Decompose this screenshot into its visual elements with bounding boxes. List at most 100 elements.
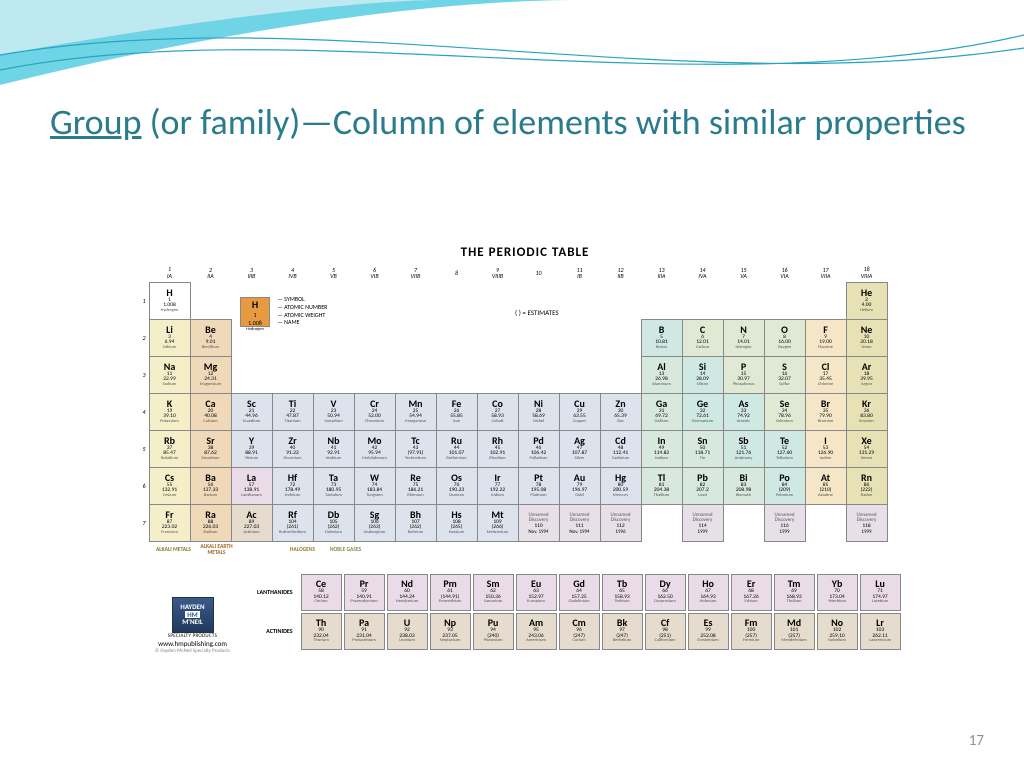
element-cell: Sb51121.76Antimony <box>723 430 764 467</box>
element-cell: As3374.92Arsenic <box>723 393 764 430</box>
element-cell: In49114.82Indium <box>641 430 682 467</box>
element-cell: Rb3785.47Rubidium <box>149 430 190 467</box>
group-header: 11IB <box>559 264 600 282</box>
element-cell: Eu63152.97Europium <box>516 574 557 611</box>
element-cell: Pd46106.42Palladium <box>518 430 559 467</box>
element-cell: Zr4091.22Zirconium <box>272 430 313 467</box>
publisher-block: HAYDEN HM M'NEIL SPECIALTY PRODUCTS www.… <box>135 597 250 654</box>
element-cell: Pb82207.2Lead <box>682 467 723 504</box>
element-cell: Pt78195.08Platinum <box>518 467 559 504</box>
element-cell: Rn86(222)Radon <box>846 467 887 504</box>
element-cell: Unnamed Discovery1121996 <box>600 504 641 541</box>
group-header: 1IA <box>149 264 190 282</box>
element-cell: Unnamed Discovery1181999 <box>846 504 887 541</box>
cat-halogens: HALOGENS <box>282 544 323 556</box>
element-cell: Po84(209)Polonium <box>764 467 805 504</box>
category-footer: ALKALI METALS ALKALI EARTH METALS HALOGE… <box>135 542 368 558</box>
element-cell: Tc43(97.91)Technetium <box>395 430 436 467</box>
element-cell: Cm96(247)Curium <box>559 613 600 650</box>
element-cell: K1939.10Potassium <box>149 393 190 430</box>
element-cell: Be49.01Beryllium <box>190 319 231 356</box>
element-cell: N714.01Nitrogen <box>723 319 764 356</box>
group-header: 16VIA <box>764 264 805 282</box>
slide-decor-swoosh <box>0 0 1024 110</box>
element-cell: Ag47107.87Silver <box>559 430 600 467</box>
element-cell: Xe54131.29Xenon <box>846 430 887 467</box>
publisher-url: www.hmpublishing.com <box>135 639 250 648</box>
element-cell: Al1326.98Aluminum <box>641 356 682 393</box>
element-cell: Pm61(144.91)Promethium <box>430 574 471 611</box>
element-cell: S1632.07Sulfur <box>764 356 805 393</box>
element-cell: Unnamed Discovery1141999 <box>682 504 723 541</box>
element-cell: Pr59140.91Praseodymium <box>344 574 385 611</box>
cat-noble-gases: NOBLE GASES <box>325 544 366 556</box>
element-cell: Nd60144.24Neodymium <box>387 574 428 611</box>
element-cell: H11.008Hydrogen <box>149 282 190 319</box>
element-cell: Mt109(266)Meitnerium <box>477 504 518 541</box>
element-cell: Pa91231.04Protactinium <box>344 613 385 650</box>
element-cell: Zn3065.39Zinc <box>600 393 641 430</box>
element-cell: No102259.10Nobelium <box>817 613 858 650</box>
element-cell: Es99252.08Einsteinium <box>688 613 729 650</box>
group-header: 9VIIIB <box>477 264 518 282</box>
element-cell: Unnamed Discovery111Nov. 1994 <box>559 504 600 541</box>
element-cell: Ra88226.03Radium <box>190 504 231 541</box>
element-cell: Unnamed Discovery1161999 <box>764 504 805 541</box>
element-cell: Bh107(262)Bohrium <box>395 504 436 541</box>
periodic-table: THE PERIODIC TABLE H 1 1.008 Hydrogen — … <box>135 245 915 652</box>
element-cell: Co2758.93Cobalt <box>477 393 518 430</box>
slide-title: Group (or family)—Column of elements wit… <box>50 100 970 145</box>
element-cell: Sc2144.96Scandium <box>231 393 272 430</box>
element-cell: Cl1735.45Chlorine <box>805 356 846 393</box>
element-cell: Np93237.05Neptunium <box>430 613 471 650</box>
periodic-table-main: 1IA2IIA3IIIB4IVB5VB6VIB7VIIB89VIIIB1011I… <box>135 264 888 542</box>
cat-alkali: ALKALI METALS <box>153 544 194 556</box>
element-cell: Ga3169.72Gallium <box>641 393 682 430</box>
element-cell: U92238.03Uranium <box>387 613 428 650</box>
lanthanide-label: LANTHANIDES <box>257 574 299 611</box>
slide-title-group: Group <box>50 100 142 144</box>
group-header: 15VA <box>723 264 764 282</box>
element-cell: Re75186.21Rhenium <box>395 467 436 504</box>
group-header: 5VB <box>313 264 354 282</box>
element-cell: Ru44101.07Ruthenium <box>436 430 477 467</box>
element-cell: Ge3272.61Germanium <box>682 393 723 430</box>
element-cell: Ce58140.12Cerium <box>301 574 342 611</box>
cat-alkaline-earth: ALKALI EARTH METALS <box>196 544 237 556</box>
element-cell: Mg1224.31Magnesium <box>190 356 231 393</box>
periodic-table-title: THE PERIODIC TABLE <box>135 245 915 260</box>
element-cell: Cu2963.55Copper <box>559 393 600 430</box>
element-cell: Am95243.06Americium <box>516 613 557 650</box>
period-header: 4 <box>135 393 149 430</box>
element-cell: Lu71174.97Lutetium <box>860 574 901 611</box>
element-cell: Ba56137.33Barium <box>190 467 231 504</box>
period-header: 5 <box>135 430 149 467</box>
element-cell: Mn2554.94Manganese <box>395 393 436 430</box>
element-cell: C612.01Carbon <box>682 319 723 356</box>
period-header: 6 <box>135 467 149 504</box>
element-cell: Fe2655.85Iron <box>436 393 477 430</box>
element-cell: Tb65158.93Terbium <box>602 574 643 611</box>
element-cell: At85(210)Astatine <box>805 467 846 504</box>
element-cell: Rh45102.91Rhodium <box>477 430 518 467</box>
element-cell: Md101(257)Mendelevium <box>774 613 815 650</box>
group-header: 13IIIA <box>641 264 682 282</box>
element-cell: I53126.90Iodine <box>805 430 846 467</box>
element-cell: Ti2247.87Titanium <box>272 393 313 430</box>
actinide-label: ACTINIDES <box>257 613 299 650</box>
element-cell: Ir77192.22Iridium <box>477 467 518 504</box>
element-cell: Gd64157.25Gadolinium <box>559 574 600 611</box>
element-cell: Sn50118.71Tin <box>682 430 723 467</box>
period-header: 1 <box>135 282 149 319</box>
element-cell: Au79196.97Gold <box>559 467 600 504</box>
publisher-copyright: © Hayden-McNeil Specialty Products <box>135 648 250 654</box>
element-cell: F919.00Fluorine <box>805 319 846 356</box>
group-header: 7VIIB <box>395 264 436 282</box>
element-cell: Tl81204.38Thallium <box>641 467 682 504</box>
lanthanide-actinide-table: LANTHANIDES Ce58140.12CeriumPr59140.91Pr… <box>255 572 903 652</box>
element-cell: Db105(262)Dubnium <box>313 504 354 541</box>
element-cell: Yb70173.04Ytterbium <box>817 574 858 611</box>
element-cell: Bi83208.98Bismuth <box>723 467 764 504</box>
element-cell: He24.00Helium <box>846 282 887 319</box>
element-cell: Hs108(265)Hassium <box>436 504 477 541</box>
